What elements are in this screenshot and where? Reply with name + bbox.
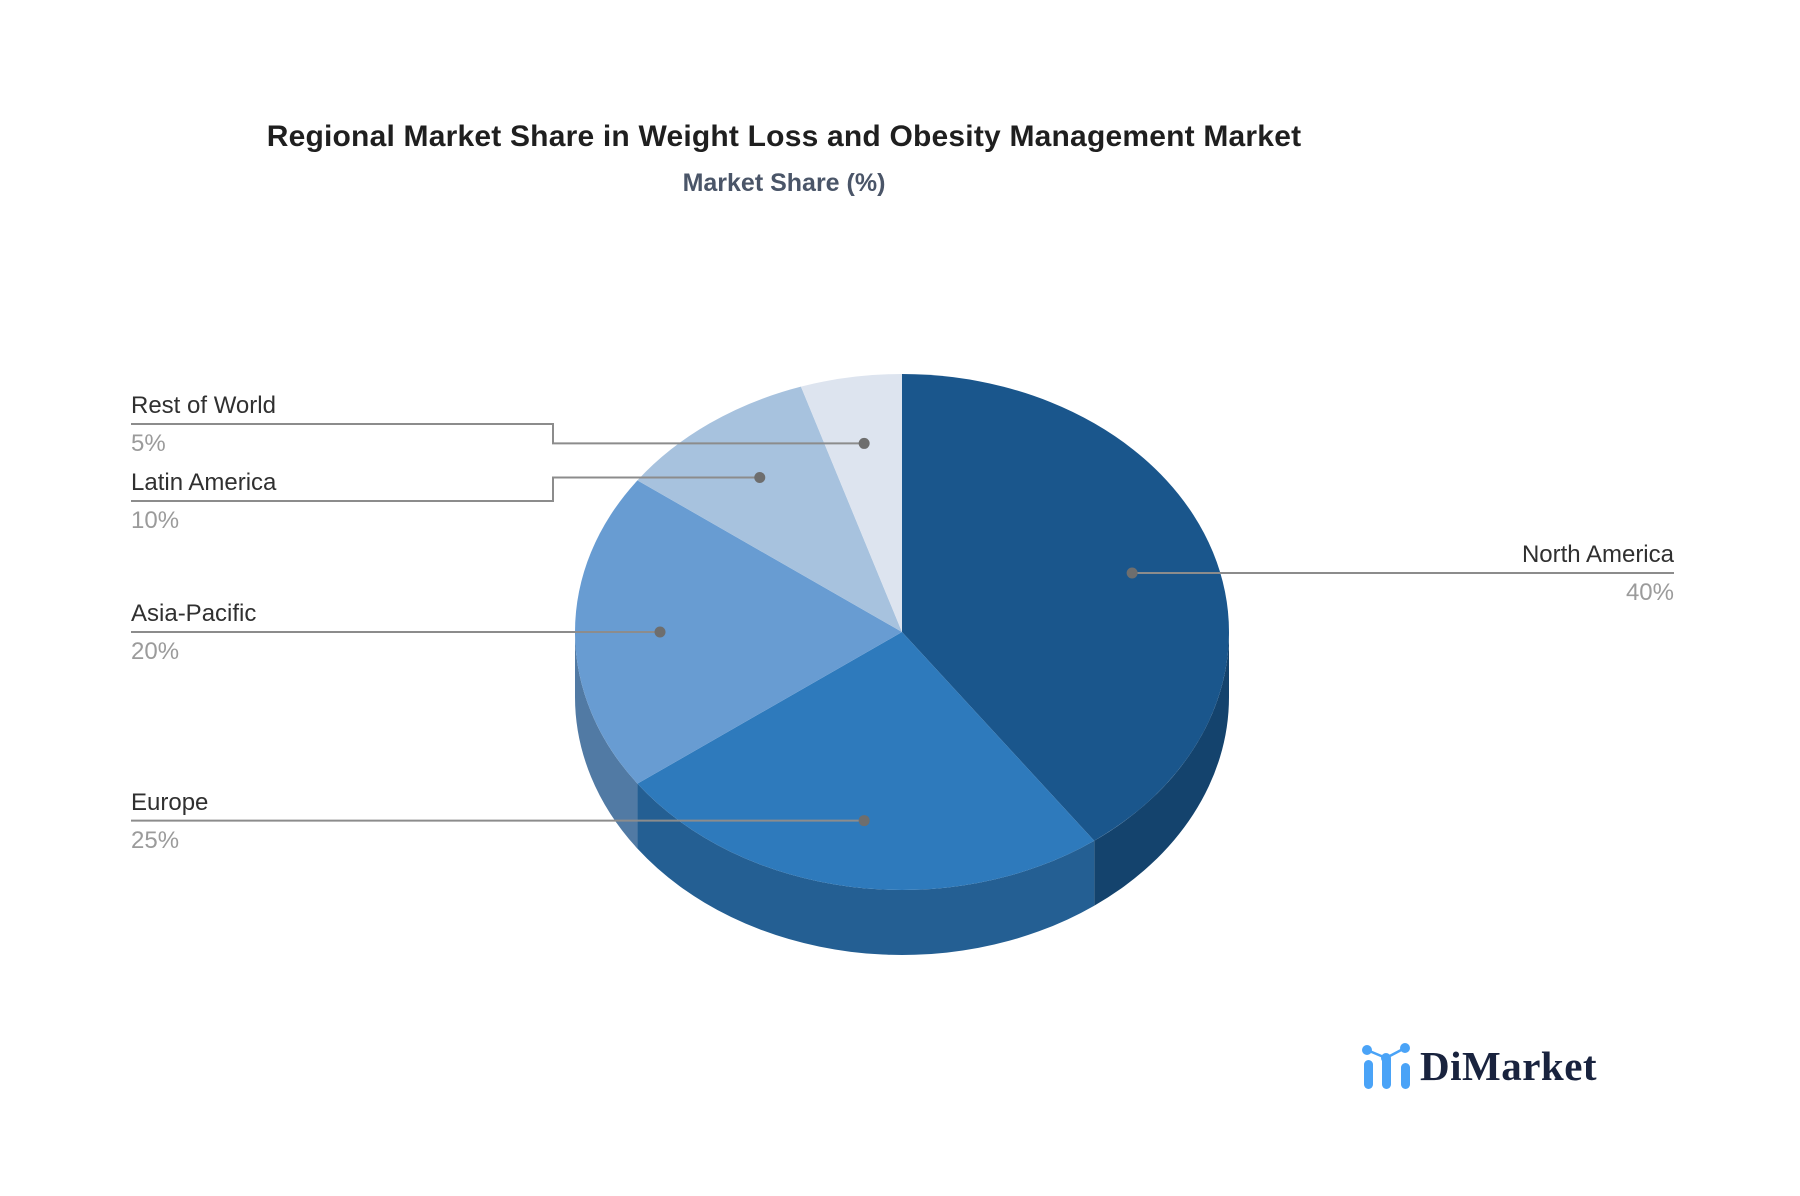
callout-north-america: North America 40% — [1522, 541, 1674, 607]
pie-slice-asia-pacific — [574, 480, 902, 784]
callout-europe: Europe 25% — [131, 789, 208, 855]
pie-slice-rest-of-world — [800, 374, 902, 632]
pie-3d-walls — [575, 632, 1229, 955]
slice-value: 25% — [131, 827, 180, 854]
slice-value: 10% — [131, 507, 180, 534]
leader-dot-europe — [858, 815, 870, 827]
pie-slices — [574, 374, 1229, 890]
callout-asia-pacific: Asia-Pacific 20% — [131, 600, 256, 666]
pie-slice-europe — [637, 632, 1095, 890]
pie-wall-north-america — [1094, 632, 1229, 906]
leader-dot-north-america — [1126, 567, 1138, 579]
slice-value: 5% — [131, 430, 166, 457]
slice-value: 20% — [131, 638, 180, 665]
chart-subtitle: Market Share (%) — [682, 169, 886, 197]
chart-title: Regional Market Share in Weight Loss and… — [266, 120, 1302, 153]
slice-label: Latin America — [131, 469, 277, 496]
slice-label: Europe — [131, 789, 209, 816]
leader-line-rest-of-world — [131, 423, 865, 445]
brand-logo: DiMarket — [1361, 1042, 1597, 1090]
pie-wall-europe — [637, 783, 1095, 955]
bar-chart-icon — [1362, 1043, 1410, 1089]
pie-wall-asia-pacific — [575, 632, 638, 849]
slice-label: Asia-Pacific — [131, 600, 257, 627]
callout-latin-america: Latin America 10% — [131, 469, 276, 535]
leader-dot-asia-pacific — [654, 626, 666, 638]
slice-label: Rest of World — [131, 392, 276, 419]
pie-slice-north-america — [902, 374, 1229, 841]
leader-lines — [131, 423, 1674, 827]
slice-label: North America — [1521, 541, 1674, 568]
leader-line-latin-america — [131, 476, 760, 502]
brand-text: DiMarket — [1420, 1043, 1598, 1089]
slice-value: 40% — [1625, 579, 1674, 606]
pie-slice-latin-america — [637, 386, 902, 632]
callout-rest-of-world: Rest of World 5% — [131, 392, 276, 458]
leader-dot-rest-of-world — [858, 437, 870, 449]
leader-dot-latin-america — [754, 472, 766, 484]
